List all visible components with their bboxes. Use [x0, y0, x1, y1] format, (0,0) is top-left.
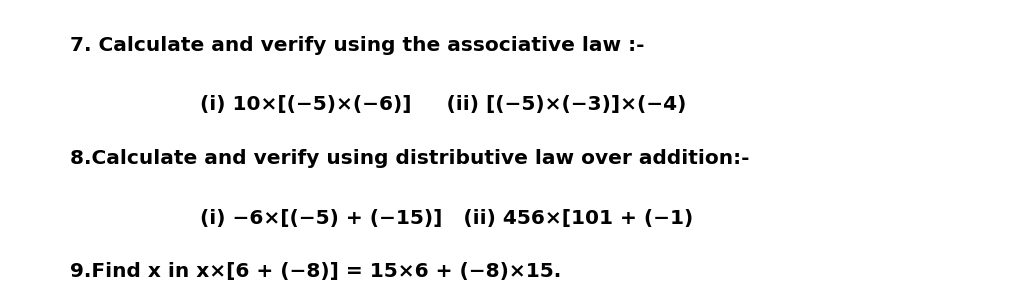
Text: 9.Find x in x×[6 + (−8)] = 15×6 + (−8)×15.: 9.Find x in x×[6 + (−8)] = 15×6 + (−8)×1…: [70, 262, 561, 281]
Text: (i) −6×[(−5) + (−15)]   (ii) 456×[101 + (−1): (i) −6×[(−5) + (−15)] (ii) 456×[101 + (−…: [200, 209, 693, 228]
Text: (i) 10×[(−5)×(−6)]     (ii) [(−5)×(−3)]×(−4): (i) 10×[(−5)×(−6)] (ii) [(−5)×(−3)]×(−4): [200, 95, 686, 114]
Text: 7. Calculate and verify using the associative law :-: 7. Calculate and verify using the associ…: [70, 36, 644, 55]
Text: 8.Calculate and verify using distributive law over addition:-: 8.Calculate and verify using distributiv…: [70, 149, 750, 168]
